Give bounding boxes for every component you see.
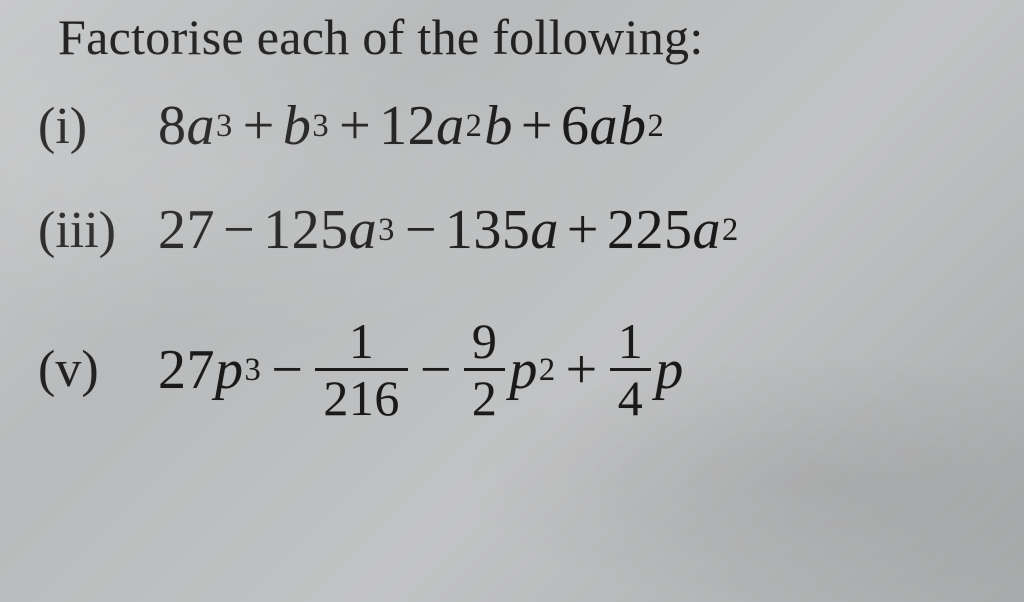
- numerator: 1: [341, 314, 383, 368]
- problem-label: (v): [38, 340, 158, 399]
- var: b: [283, 94, 312, 158]
- problem-label: (i): [38, 97, 158, 156]
- op: −: [223, 198, 255, 262]
- fraction: 1 4: [610, 314, 652, 425]
- fraction: 1 216: [315, 314, 408, 425]
- op: −: [420, 338, 452, 402]
- numerator: 1: [610, 314, 652, 368]
- page-title: Factorise each of the following:: [58, 8, 994, 66]
- denominator: 2: [464, 368, 506, 425]
- problem-expression: 27 −125a3 −135a +225a2: [158, 198, 741, 262]
- op: −: [271, 338, 303, 402]
- var: p: [509, 338, 538, 402]
- coef: 6: [561, 94, 590, 158]
- coef: 27: [158, 338, 215, 402]
- coef: 225: [607, 198, 693, 262]
- problem-expression: 27p3 − 1 216 − 9 2 p2 + 1 4 p: [158, 314, 684, 425]
- problem-label: (iii): [38, 201, 158, 260]
- problem-row: (v) 27p3 − 1 216 − 9 2 p2 + 1 4 p: [38, 314, 994, 425]
- var: a: [530, 198, 559, 262]
- problem-row: (iii) 27 −125a3 −135a +225a2: [38, 198, 994, 262]
- var: a: [589, 94, 618, 158]
- var: a: [187, 94, 216, 158]
- coef: 135: [445, 198, 531, 262]
- coef: 8: [158, 94, 187, 158]
- var: a: [693, 198, 722, 262]
- problem-row: (i) 8a3 +b3 +12a2b +6ab2: [38, 94, 994, 158]
- var: b: [484, 94, 513, 158]
- denominator: 4: [610, 368, 652, 425]
- fraction: 9 2: [464, 314, 506, 425]
- coef: 27: [158, 198, 215, 262]
- var: p: [655, 338, 684, 402]
- var: a: [349, 198, 378, 262]
- op: +: [339, 94, 371, 158]
- problem-expression: 8a3 +b3 +12a2b +6ab2: [158, 94, 666, 158]
- denominator: 216: [315, 368, 408, 425]
- op: +: [566, 338, 598, 402]
- op: +: [521, 94, 553, 158]
- numerator: 9: [464, 314, 506, 368]
- coef: 125: [263, 198, 349, 262]
- var: b: [618, 94, 647, 158]
- op: +: [567, 198, 599, 262]
- coef: 12: [379, 94, 436, 158]
- var: a: [436, 94, 465, 158]
- op: +: [243, 94, 275, 158]
- var: p: [215, 338, 244, 402]
- op: −: [405, 198, 437, 262]
